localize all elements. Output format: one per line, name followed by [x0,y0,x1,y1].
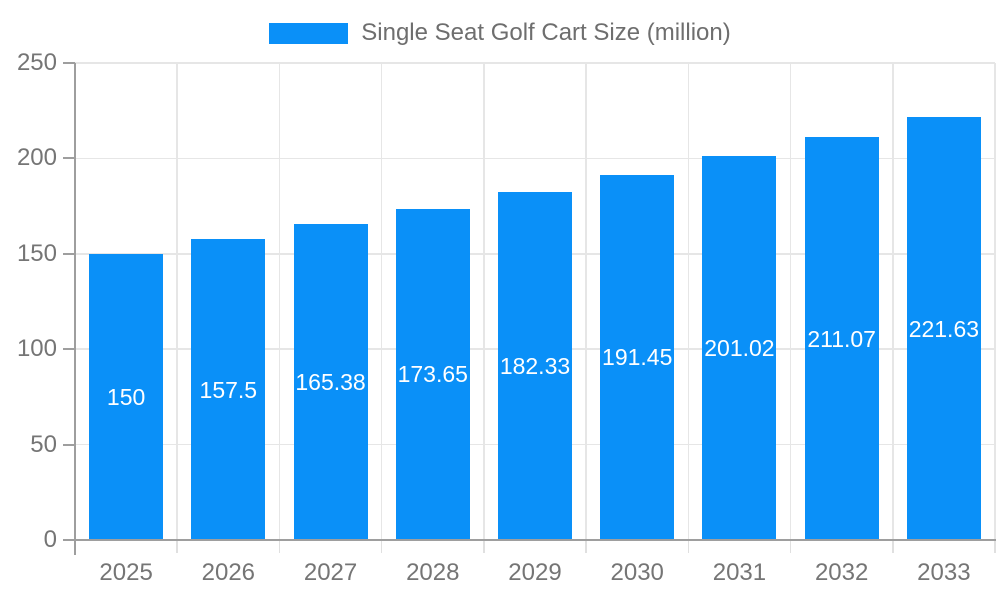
x-tick-label: 2027 [303,559,358,586]
bar [498,192,572,540]
bar-value-label: 173.65 [397,361,468,388]
bar [600,174,675,540]
y-tick [63,62,75,64]
x-tick [278,540,281,553]
y-tick [63,157,75,160]
v-gridline [789,63,792,540]
x-tick-label: 2030 [610,559,664,586]
y-tick [63,539,75,541]
bar-value-label: 182.33 [499,353,571,380]
x-tick-label: 2031 [712,559,767,586]
x-tick-label: 2032 [814,559,869,586]
bar-value-label: 211.07 [807,325,876,352]
v-gridline [687,63,690,540]
x-tick-label: 2026 [201,559,256,586]
bar [89,253,164,540]
y-tick-label: 250 [16,49,57,76]
x-tick-label: 2028 [406,559,460,586]
y-tick-label: 100 [16,335,57,363]
x-tick [892,540,894,553]
v-gridline [892,63,894,540]
y-tick-label: 200 [16,144,57,172]
bar-value-label: 201.02 [704,335,775,362]
y-tick-label: 0 [43,526,57,553]
v-gridline [994,63,996,540]
y-tick-label: 50 [30,430,57,458]
x-tick [994,540,996,553]
legend: Single Seat Golf Cart Size (million) [0,19,1000,46]
v-gridline [278,63,281,540]
x-tick [687,540,690,553]
v-gridline [176,63,178,540]
v-gridline [585,63,587,540]
v-gridline [483,63,485,540]
y-tick [63,348,75,351]
bar-value-label: 150 [106,383,146,410]
y-tick [63,252,75,255]
bar [395,208,470,540]
x-axis-line [74,539,996,541]
v-gridline [380,63,383,540]
bar-value-label: 191.45 [602,344,673,371]
x-tick [483,540,485,553]
x-tick [380,540,383,553]
legend-label: Single Seat Golf Cart Size (million) [361,19,731,46]
bar [702,156,777,540]
x-tick [176,540,178,553]
bar-value-label: 221.63 [908,315,980,342]
bar [191,239,266,540]
y-axis-line [74,63,76,555]
h-gridline [75,62,995,64]
x-tick-label: 2025 [99,559,153,586]
bar [906,117,981,540]
bar-value-label: 157.5 [199,376,258,403]
bar [804,137,879,540]
legend-swatch [269,22,349,44]
bar-value-label: 165.38 [295,369,366,396]
bar [293,224,368,540]
y-tick [63,443,75,446]
x-tick [585,540,587,553]
x-tick-label: 2033 [917,559,971,586]
h-gridline [75,157,995,160]
x-tick [789,540,792,553]
x-tick-label: 2029 [508,559,562,586]
y-tick-label: 150 [16,239,57,267]
